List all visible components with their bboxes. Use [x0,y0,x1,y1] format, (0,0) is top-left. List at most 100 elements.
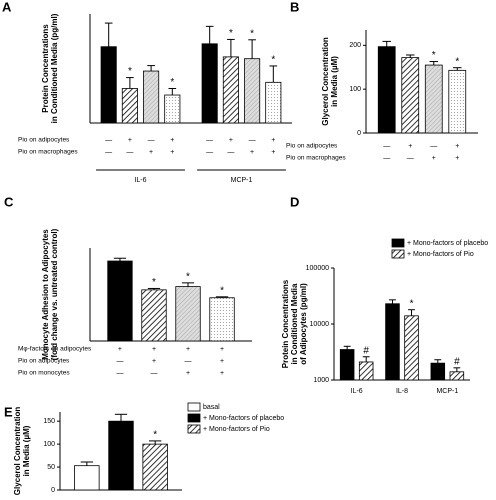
y-axis-title: Glycerol Concentration [13,407,22,496]
treatment-sign: — [206,137,213,144]
significance: * [271,55,275,66]
treatment-sign: — [150,370,157,377]
bar [424,64,443,134]
bar [100,46,117,124]
treatment-label: Pio on adipocytes [286,143,338,150]
y-axis-title: Protein Concentrations [41,24,50,113]
treatment-sign: + [250,149,254,156]
significance: * [152,277,156,288]
treatment-sign: — [105,137,112,144]
bar [108,420,134,491]
significance: * [153,430,157,441]
significance: * [455,56,459,67]
treatment-sign: — [407,155,414,162]
treatment-sign: — [185,358,192,365]
treatment-label: Pio on monocytes [18,370,70,377]
y-tick-label: 100000 [306,265,329,272]
treatment-sign: — [116,370,123,377]
treatment-sign: + [220,370,224,377]
legend-label: basal [203,404,220,411]
y-axis-title: Monocyte Adhesion to Adipocytes [41,229,50,360]
category-label: MCP-1 [231,177,253,184]
bar [448,69,467,134]
y-axis-title: in Conditioned Media [290,283,299,364]
legend-swatch [187,424,201,434]
treatment-sign: — [105,149,112,156]
bar [377,46,396,134]
y-tick-label: 150 [43,418,55,425]
treatment-sign: + [432,155,436,162]
y-axis-title: (fold change vs. untreated control) [50,228,59,360]
treatment-label: Pio on adipocytes [18,358,70,365]
y-axis-title: Glycerol Concentration [321,37,330,126]
panel-label: E [4,404,13,419]
treatment-sign: — [383,155,390,162]
treatment-sign: + [220,346,224,353]
treatment-sign: + [118,346,122,353]
panel-label: C [4,194,14,209]
treatment-sign: — [430,143,437,150]
significance: * [128,66,132,77]
bar [449,371,465,381]
significance: * [186,272,190,283]
treatment-label: Pio on macrophages [286,155,346,162]
treatment-sign: + [455,143,459,150]
y-tick-label: 100 [43,441,55,448]
significance: * [250,28,254,39]
treatment-sign: + [149,149,153,156]
bar [339,349,355,381]
treatment-sign: + [455,155,459,162]
treatment-sign: + [152,358,156,365]
y-tick-label: 100 [349,86,361,93]
treatment-sign: — [227,149,234,156]
category-label: IL-6 [134,177,146,184]
bar [222,56,239,124]
bar [401,57,420,134]
category-label: IL-6 [351,388,363,395]
legend-swatch [391,238,405,248]
bar [244,58,261,124]
treatment-sign: + [186,346,190,353]
treatment-sign: + [408,143,412,150]
treatment-sign: + [220,358,224,365]
significance: * [410,298,414,309]
y-axis-title: Protein Concentrations [281,279,290,368]
bar [74,465,100,491]
treatment-sign: + [170,137,174,144]
treatment-label: Pio on macrophages [18,149,78,156]
y-tick-label: 200 [349,42,361,49]
legend-swatch [391,249,405,259]
treatment-sign: — [249,137,256,144]
bar [164,94,181,124]
bar [121,88,138,124]
y-axis-title: in Media (µM) [22,425,31,476]
significance: * [432,50,436,61]
treatment-sign: — [148,137,155,144]
legend-label: + Mono-factors of Pio [407,251,474,258]
panel-label: A [2,0,12,14]
legend-label: + Mono-factors of Pio [203,426,270,433]
bar [141,289,167,342]
y-tick-label: 50 [47,464,55,471]
bar [175,286,201,342]
treatment-sign: + [229,137,233,144]
treatment-label: Mφ-factors on adipocytes [18,346,92,353]
treatment-sign: + [128,137,132,144]
legend-swatch [187,402,201,412]
category-label: IL-8 [396,388,408,395]
bar [209,297,235,342]
y-tick-label: 10000 [310,321,330,328]
treatment-sign: + [170,149,174,156]
bar [404,315,419,381]
significance: * [220,285,224,296]
bar [142,443,168,491]
treatment-label: Pio on adipocytes [18,137,70,144]
treatment-sign: — [383,143,390,150]
panel-label: D [290,194,299,209]
panel-label: B [290,0,299,14]
treatment-sign: + [271,137,275,144]
treatment-sign: — [126,149,133,156]
bar [201,43,218,124]
y-tick-label: 0 [357,130,361,137]
